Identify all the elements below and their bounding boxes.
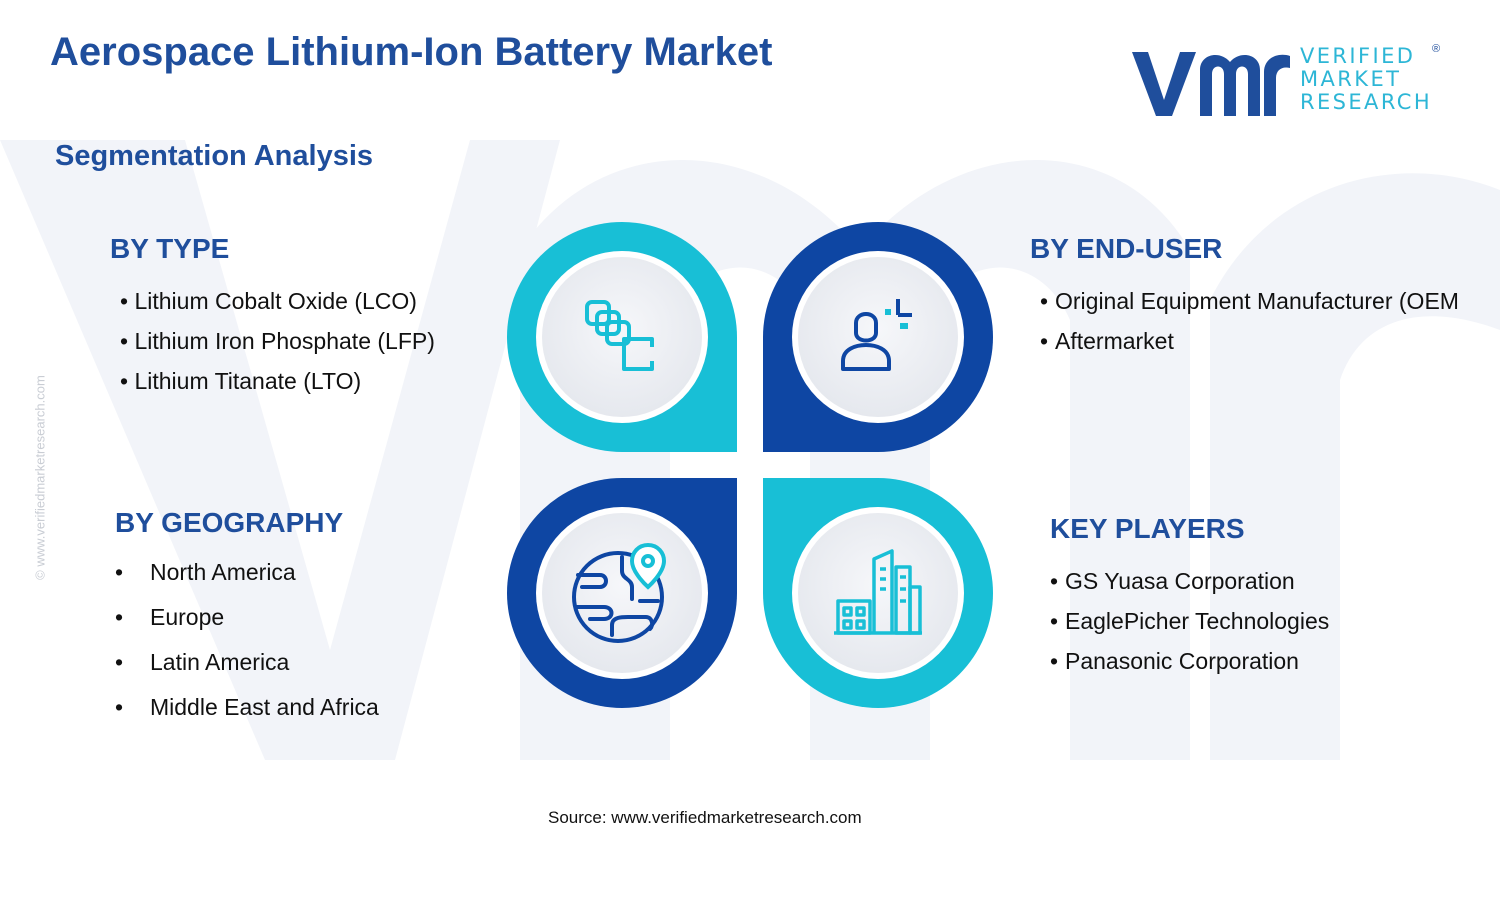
logo-line-2: MARKET [1300,67,1402,91]
side-watermark-url: © www.verifiedmarketresearch.com [32,375,48,580]
buildings-icon [834,549,922,635]
list-item: • Lithium Titanate (LTO) [120,368,362,394]
battery-cells-icon [585,300,654,371]
list-item: • Original Equipment Manufacturer (OEM [1040,288,1459,314]
list-item: • EaglePicher Technologies [1050,608,1330,634]
segmentation-diagram [507,222,993,708]
list-item: • Lithium Iron Phosphate (LFP) [120,328,435,354]
list-item: • Latin America [115,649,290,675]
logo-line-1: VERIFIED [1300,44,1416,68]
page-title: Aerospace Lithium-Ion Battery Market [50,30,773,74]
petal-by-type [507,222,737,452]
source-note: Source: www.verifiedmarketresearch.com [548,808,862,827]
logo-wordmark: VERIFIED MARKET RESEARCH [1300,45,1432,114]
list-key-players: • GS Yuasa Corporation • EaglePicher Techn… [1050,564,1329,684]
list-by-end-user: • Original Equipment Manufacturer (OEM • A… [1040,284,1459,364]
list-item: • Aftermarket [1040,328,1174,354]
list-item: • Europe [115,604,225,630]
petal-by-geography [507,478,737,708]
logo-line-3: RESEARCH [1300,90,1433,114]
heading-key-players: KEY PLAYERS [1050,513,1245,544]
list-item: • Lithium Cobalt Oxide (LCO) [120,288,417,314]
heading-by-geography: BY GEOGRAPHY [115,507,344,538]
list-item: • North America [115,559,296,585]
company-logo: VERIFIED MARKET RESEARCH ® [1130,43,1450,120]
section-subtitle: Segmentation Analysis [55,140,374,172]
list-item: • Middle East and Africa [115,694,379,720]
user-icon [841,299,912,371]
heading-by-type: BY TYPE [110,233,230,264]
globe-pin-icon [572,542,667,643]
petal-key-players [763,478,993,708]
list-item: • GS Yuasa Corporation [1050,568,1295,594]
list-item: • Panasonic Corporation [1050,648,1299,674]
petal-by-end-user [763,222,993,452]
list-by-geography: • North America • Europe • Latin America • M… [115,550,379,730]
heading-by-end-user: BY END-USER [1030,233,1223,264]
registered-mark: ® [1432,43,1441,55]
vmr-logo-mark [1132,52,1290,116]
list-by-type: • Lithium Cobalt Oxide (LCO) • Lithium I… [120,284,435,404]
